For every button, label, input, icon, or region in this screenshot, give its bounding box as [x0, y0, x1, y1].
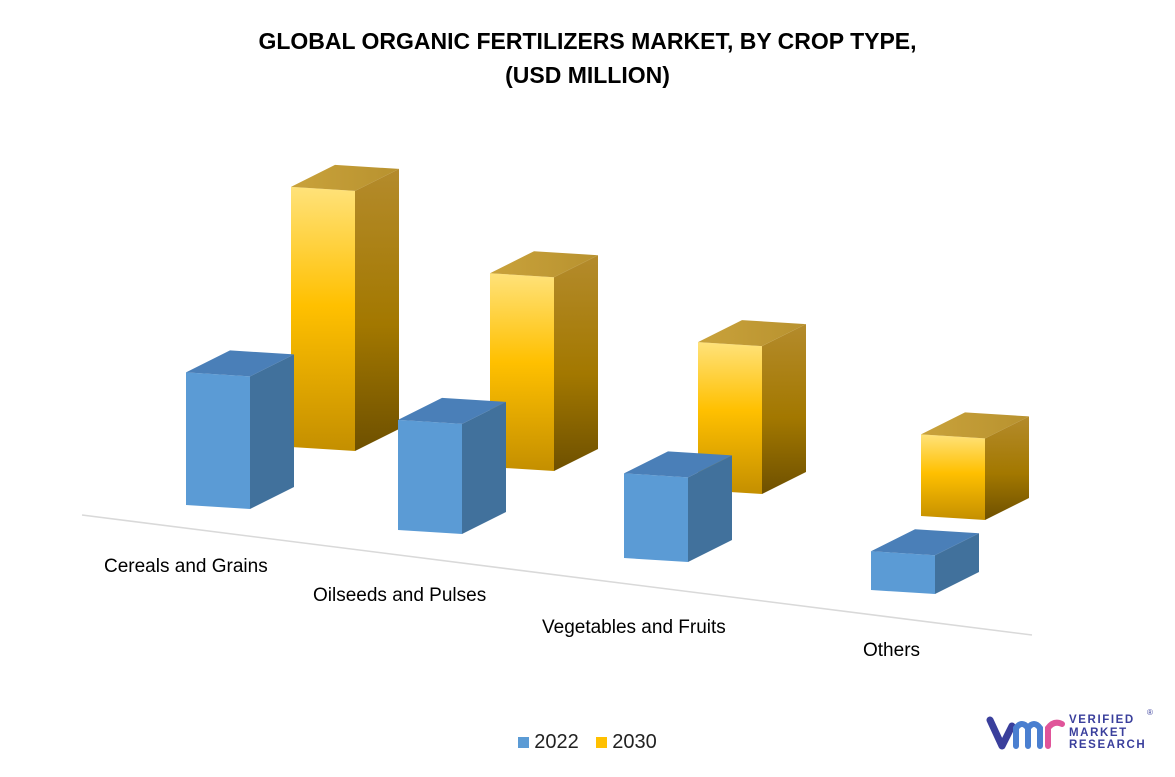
chart-title-line-1: GLOBAL ORGANIC FERTILIZERS MARKET, BY CR…	[258, 28, 917, 54]
bar-2022-0-top	[186, 350, 294, 377]
bar-2022-1	[398, 397, 506, 534]
category-axis-floor	[81, 514, 1033, 636]
legend-swatch-2022	[518, 737, 530, 748]
bar-2030-3-front	[921, 434, 985, 520]
bar-2030-2-top	[698, 320, 806, 347]
vmr-logo-text: VERIFIED MARKET RESEARCH	[1069, 714, 1146, 752]
logo-line-2: MARKET	[1069, 726, 1128, 739]
bar-2030-1-side	[554, 255, 598, 471]
bar-2030-0-top	[291, 164, 399, 191]
bar-2030-1	[490, 251, 598, 471]
bar-2030-3	[921, 412, 1029, 520]
bar-2022-2-front	[624, 473, 688, 562]
bar-2030-0-front	[291, 186, 355, 451]
logo-line-1: VERIFIED	[1069, 714, 1135, 726]
bar-2022-0-front	[186, 372, 250, 509]
bar-2022-1-front	[398, 419, 462, 534]
bar-2030-1-top	[490, 251, 598, 278]
category-label-1: Oilseeds and Pulses	[313, 585, 486, 606]
legend-item-2030: 2030	[596, 731, 657, 754]
bar-2022-0-side	[250, 354, 294, 509]
vmr-logo-mark	[986, 716, 1065, 750]
bar-2022-2-side	[688, 455, 732, 562]
bar-2022-1-side	[462, 401, 506, 534]
bar-2022-2-top	[624, 451, 732, 478]
category-label-2: Vegetables and Fruits	[542, 617, 726, 638]
bar-2022-3	[871, 529, 979, 594]
bar-2030-3-side	[985, 416, 1029, 520]
bar-2022-1-top	[398, 397, 506, 424]
legend: 2022 2030	[0, 731, 1175, 754]
vmr-logo: VERIFIED MARKET RESEARCH ®	[986, 708, 1161, 758]
registered-mark: ®	[1147, 708, 1153, 717]
legend-label-2030: 2030	[612, 731, 657, 753]
bar-2022-0	[186, 350, 294, 509]
bar-2022-3-top	[871, 529, 979, 556]
legend-swatch-2030	[596, 737, 608, 748]
legend-label-2022: 2022	[534, 731, 579, 753]
bar-2030-2-side	[762, 324, 806, 494]
bar-2022-3-front	[871, 551, 935, 594]
legend-item-2022: 2022	[518, 731, 579, 754]
bar-2022-3-side	[935, 533, 979, 594]
chart-title-line-2: (USD MILLION)	[505, 62, 670, 88]
bar-2022-2	[624, 451, 732, 562]
category-label-3: Others	[863, 640, 920, 661]
logo-line-3: RESEARCH	[1069, 739, 1147, 751]
bar-2030-0-side	[355, 168, 399, 451]
bar-2030-3-top	[921, 412, 1029, 439]
category-label-0: Cereals and Grains	[104, 556, 268, 577]
bar-2030-0	[291, 164, 399, 451]
chart-title: GLOBAL ORGANIC FERTILIZERS MARKET, BY CR…	[0, 24, 1175, 92]
